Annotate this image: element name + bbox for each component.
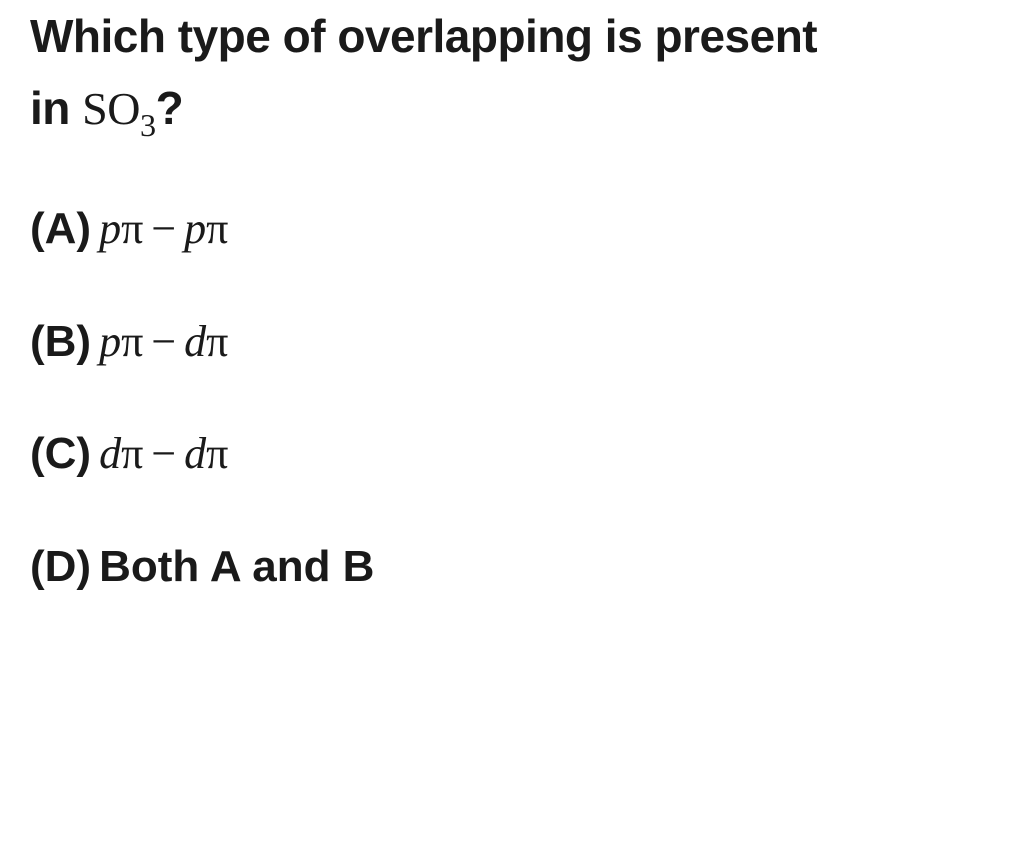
option-label: (C) (30, 428, 91, 481)
stem-suffix: ? (156, 82, 184, 134)
operator: − (151, 429, 176, 478)
right-sym: π (206, 317, 228, 366)
option-body: Both A and B (99, 541, 374, 594)
left-var: d (99, 429, 121, 478)
operator: − (151, 204, 176, 253)
option-b[interactable]: (B) pπ−dπ (30, 316, 994, 369)
molecule-base: SO (82, 83, 140, 134)
option-label: (D) (30, 541, 91, 594)
left-sym: π (121, 429, 143, 478)
option-body: dπ−dπ (99, 428, 228, 481)
option-d[interactable]: (D) Both A and B (30, 541, 994, 594)
question-stem: Which type of overlapping is present in … (30, 10, 994, 143)
option-label: (A) (30, 203, 91, 256)
left-sym: π (121, 317, 143, 366)
left-sym: π (121, 204, 143, 253)
option-label: (B) (30, 316, 91, 369)
question-page: Which type of overlapping is present in … (0, 0, 1024, 624)
right-sym: π (206, 204, 228, 253)
option-a[interactable]: (A) pπ−pπ (30, 203, 994, 256)
right-var: p (184, 204, 206, 253)
stem-line-2: in SO3? (30, 81, 994, 143)
left-var: p (99, 317, 121, 366)
right-var: d (184, 317, 206, 366)
stem-prefix: in (30, 82, 82, 134)
option-body: pπ−pπ (99, 203, 228, 256)
stem-line-1: Which type of overlapping is present (30, 10, 994, 63)
molecule-subscript: 3 (140, 107, 156, 143)
right-sym: π (206, 429, 228, 478)
operator: − (151, 317, 176, 366)
left-var: p (99, 204, 121, 253)
options-list: (A) pπ−pπ (B) pπ−dπ (C) dπ−dπ (D) Both A… (30, 203, 994, 594)
option-body: pπ−dπ (99, 316, 228, 369)
right-var: d (184, 429, 206, 478)
option-c[interactable]: (C) dπ−dπ (30, 428, 994, 481)
molecule-formula: SO3 (82, 83, 155, 134)
